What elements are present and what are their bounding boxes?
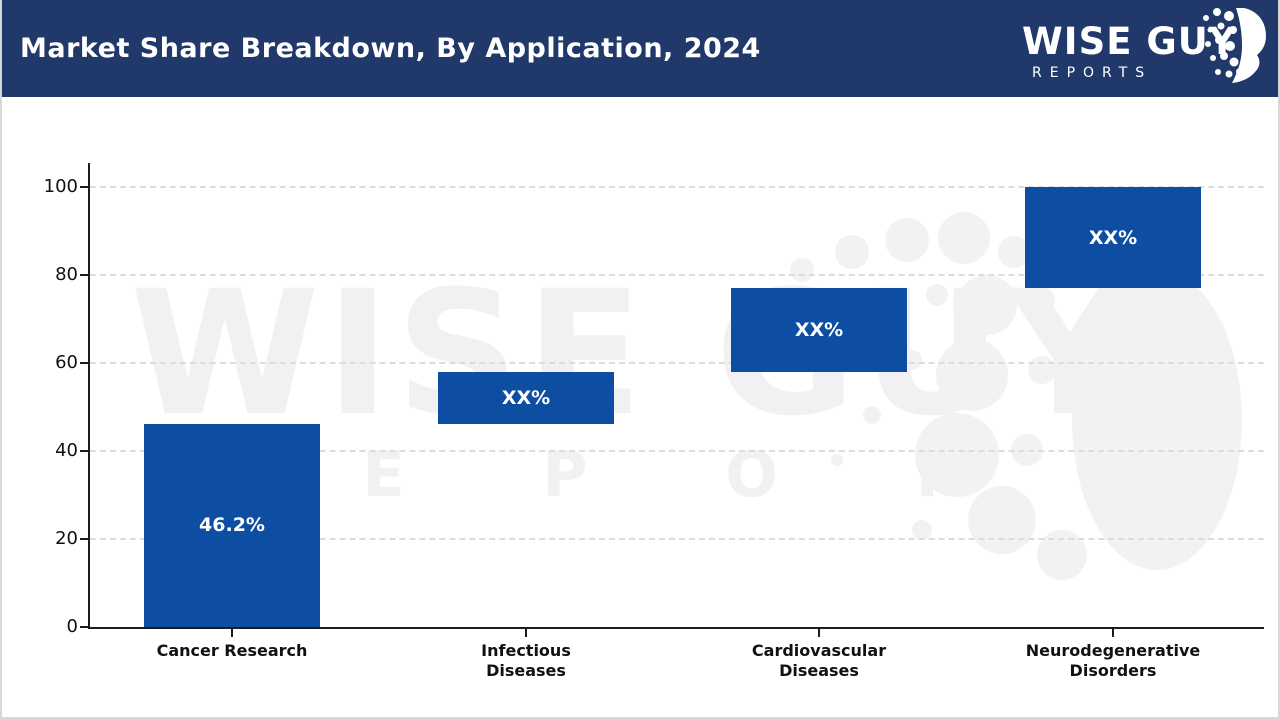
y-axis-line xyxy=(88,163,90,629)
y-tick-mark xyxy=(80,274,88,276)
y-tick-mark xyxy=(80,626,88,628)
y-gridline xyxy=(90,538,1264,540)
bar-value-label: 46.2% xyxy=(199,514,265,537)
logo-line1: WISE GUY xyxy=(1022,20,1237,63)
bar-segment: XX% xyxy=(438,371,614,424)
x-tick-mark xyxy=(231,629,233,637)
y-tick-mark xyxy=(80,450,88,452)
y-gridline xyxy=(90,186,1264,188)
logo-face-dots-icon xyxy=(1203,8,1266,83)
y-tick-mark xyxy=(80,362,88,364)
x-axis-label: Cancer Research xyxy=(156,641,308,660)
bar-value-label: XX% xyxy=(1088,226,1138,249)
y-tick-label: 100 xyxy=(43,176,78,197)
x-tick-mark xyxy=(818,629,820,637)
wise-guy-reports-logo: WISE GUY REPORTS xyxy=(1020,4,1272,96)
x-tick-mark xyxy=(525,629,527,637)
y-tick-label: 0 xyxy=(66,616,78,637)
y-tick-label: 60 xyxy=(55,352,78,373)
logo-line2: REPORTS xyxy=(1032,65,1152,81)
bar-segment: 46.2% xyxy=(144,423,320,627)
y-tick-label: 20 xyxy=(55,528,78,549)
x-axis-label: Infectious Diseases xyxy=(481,641,571,680)
y-gridline xyxy=(90,450,1264,452)
watermark-face-dots-icon xyxy=(790,212,1242,580)
logo-graphic: WISE GUY REPORTS xyxy=(1022,8,1266,83)
bar-segment: XX% xyxy=(1025,187,1201,289)
y-tick-label: 40 xyxy=(55,440,78,461)
y-tick-label: 80 xyxy=(55,264,78,285)
y-gridline xyxy=(90,274,1264,276)
y-tick-mark xyxy=(80,538,88,540)
x-tick-mark xyxy=(1112,629,1114,637)
bar-value-label: XX% xyxy=(501,386,551,409)
x-axis-line xyxy=(88,627,1264,629)
y-gridline xyxy=(90,362,1264,364)
bar-value-label: XX% xyxy=(794,318,844,341)
x-axis-label: Cardiovascular Diseases xyxy=(751,641,887,680)
bar-segment: XX% xyxy=(731,288,907,372)
page-title: Market Share Breakdown, By Application, … xyxy=(20,33,761,64)
y-tick-mark xyxy=(80,186,88,188)
x-axis-label: Neurodegenerative Disorders xyxy=(1025,641,1201,680)
header-bar: Market Share Breakdown, By Application, … xyxy=(2,0,1278,97)
logo-face-profile-icon xyxy=(1232,8,1266,83)
